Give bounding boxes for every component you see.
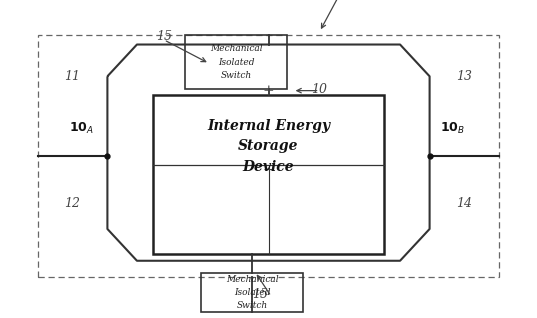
Text: Mechanical: Mechanical bbox=[210, 44, 263, 53]
Text: 11: 11 bbox=[64, 70, 81, 83]
Bar bbox=[201, 273, 303, 312]
Text: Isolated: Isolated bbox=[218, 58, 255, 66]
Text: −: − bbox=[263, 163, 274, 177]
Text: Device: Device bbox=[243, 160, 294, 174]
Bar bbox=[185, 35, 287, 89]
Text: +: + bbox=[263, 84, 274, 98]
Text: $\mathbf{10}_{\mathit{B}}$: $\mathbf{10}_{\mathit{B}}$ bbox=[440, 121, 466, 136]
Text: 10: 10 bbox=[311, 83, 328, 95]
Text: 15: 15 bbox=[252, 288, 268, 301]
Text: Isolated: Isolated bbox=[234, 288, 271, 297]
Text: 15: 15 bbox=[156, 30, 172, 43]
Text: Internal Energy: Internal Energy bbox=[207, 119, 330, 133]
Text: 14: 14 bbox=[456, 197, 473, 210]
Text: 12: 12 bbox=[64, 197, 81, 210]
Text: Switch: Switch bbox=[221, 71, 252, 80]
Text: 13: 13 bbox=[456, 70, 473, 83]
Text: Mechanical: Mechanical bbox=[226, 275, 279, 284]
Bar bbox=[38, 35, 499, 277]
Text: Storage: Storage bbox=[238, 139, 299, 153]
Text: Switch: Switch bbox=[237, 301, 268, 310]
Text: $\mathbf{10}_{\mathit{A}}$: $\mathbf{10}_{\mathit{A}}$ bbox=[69, 121, 94, 136]
Bar bbox=[153, 95, 384, 254]
